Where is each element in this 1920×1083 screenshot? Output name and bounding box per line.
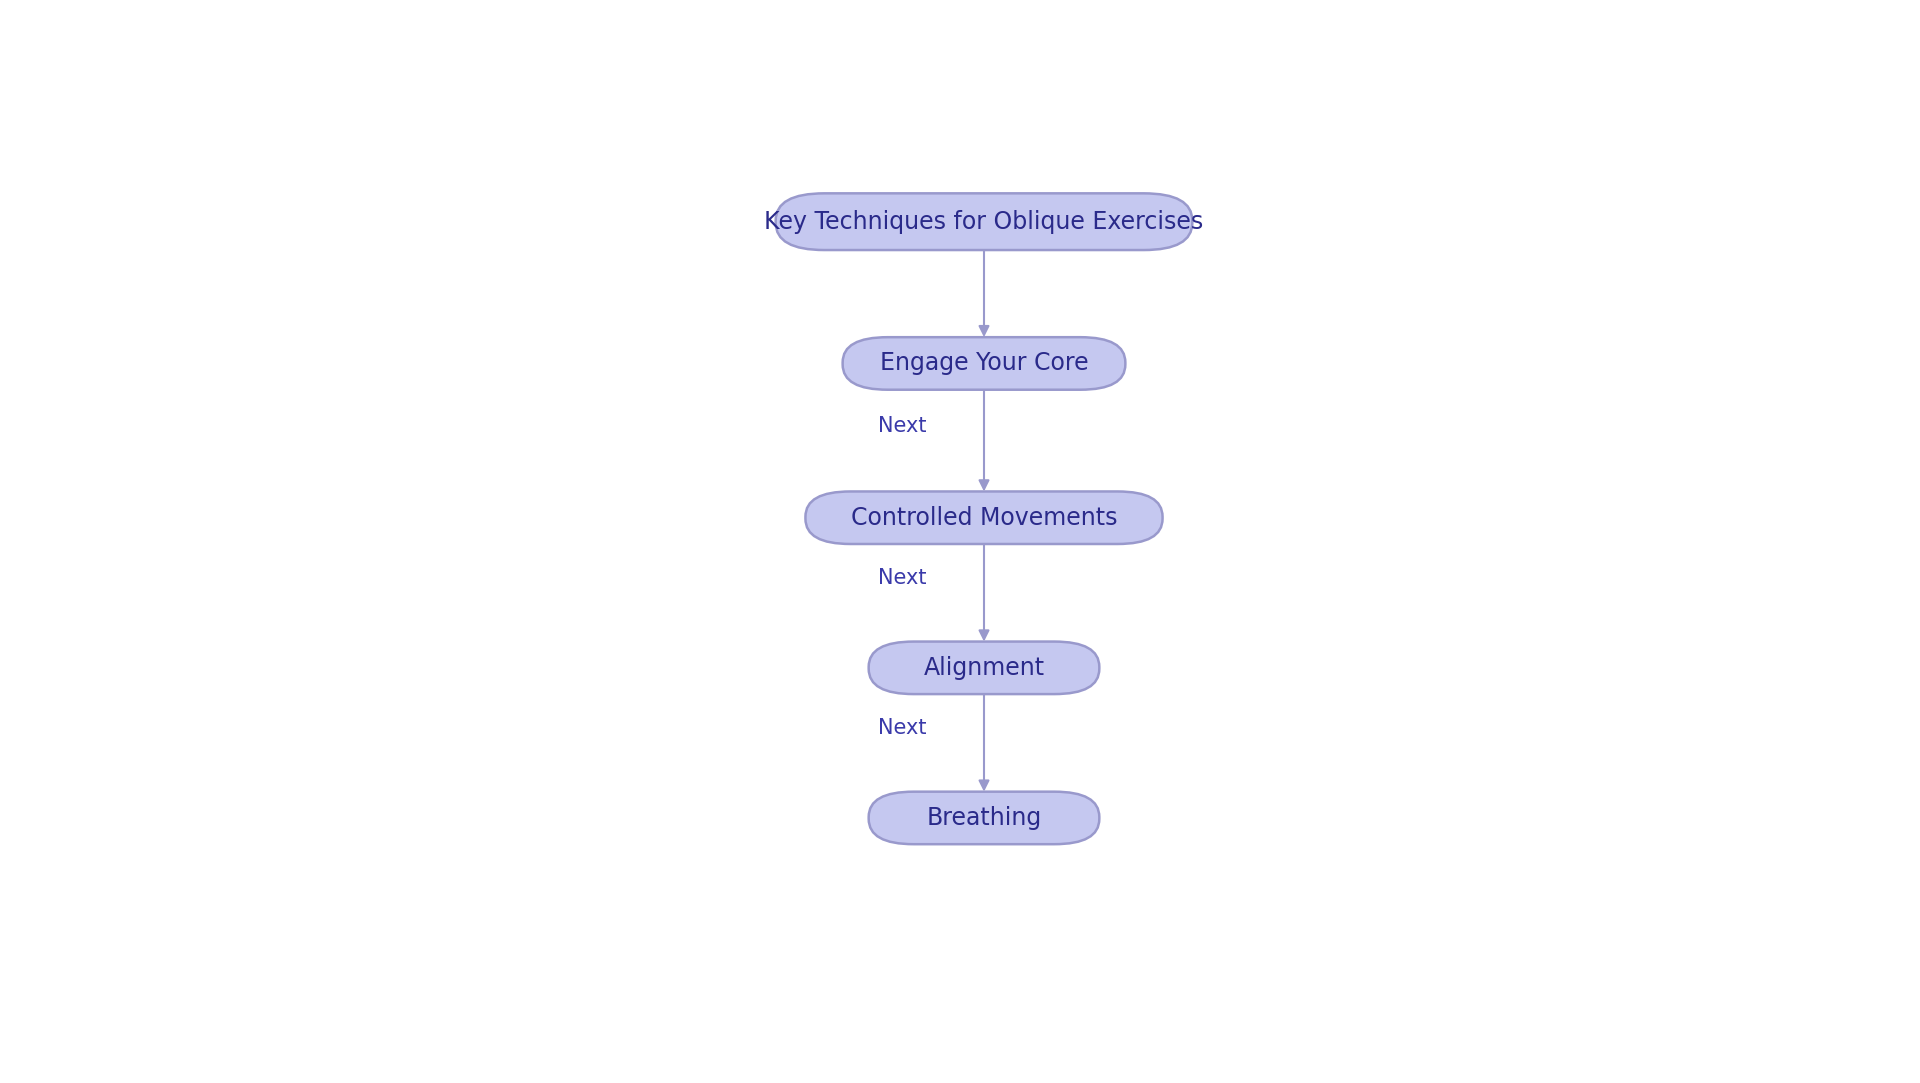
Text: Next: Next [877,567,927,588]
Text: Controlled Movements: Controlled Movements [851,506,1117,530]
Text: Next: Next [877,416,927,435]
Text: Next: Next [877,718,927,738]
Text: Engage Your Core: Engage Your Core [879,352,1089,376]
FancyBboxPatch shape [806,492,1162,544]
Text: Alignment: Alignment [924,656,1044,680]
Text: Breathing: Breathing [925,806,1043,830]
Text: Key Techniques for Oblique Exercises: Key Techniques for Oblique Exercises [764,210,1204,234]
FancyBboxPatch shape [776,194,1192,250]
FancyBboxPatch shape [843,337,1125,390]
FancyBboxPatch shape [868,641,1100,694]
FancyBboxPatch shape [868,792,1100,845]
